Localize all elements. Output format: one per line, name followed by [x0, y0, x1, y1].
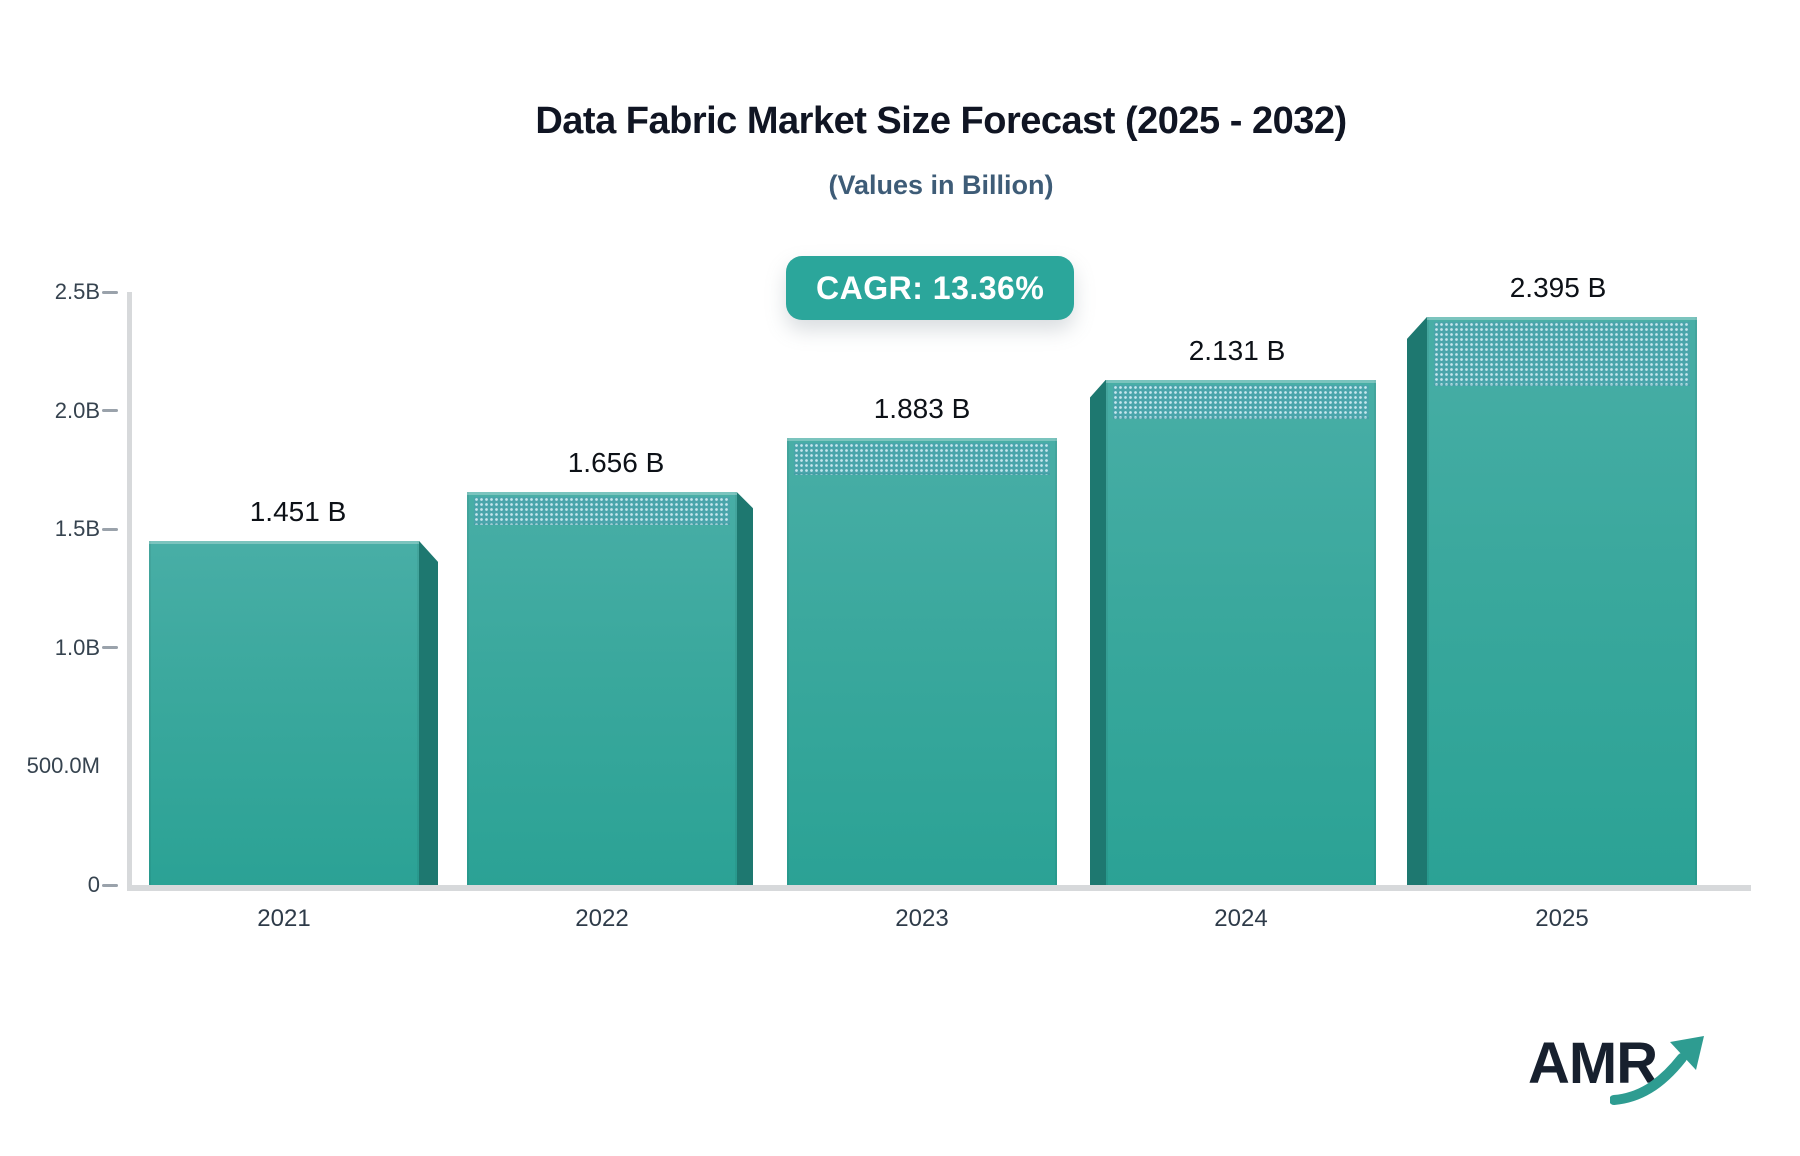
chart-subtitle: (Values in Billion) — [828, 170, 1054, 200]
bar-value-label: 2.131 B — [1188, 334, 1286, 366]
y-tick-dash — [102, 646, 118, 650]
bar-side-face — [419, 540, 438, 885]
bar-value-label: 1.656 B — [567, 447, 665, 479]
bar-2024 — [1106, 379, 1376, 885]
x-tick-label: 2022 — [575, 905, 629, 932]
x-tick-label: 2024 — [1214, 905, 1268, 932]
y-tick-label: 1.5B — [54, 516, 100, 542]
x-tick-label: 2025 — [1535, 905, 1589, 932]
bar-side-face — [737, 492, 753, 885]
y-tick-label: 1.0B — [54, 634, 100, 660]
y-tick-label: 2.5B — [54, 279, 100, 304]
bar-2021 — [149, 540, 419, 885]
y-tick-label: 500.0M — [26, 753, 100, 779]
bar-value-label: 2.395 B — [1509, 271, 1607, 303]
amr-logo: AMR — [1528, 1030, 1728, 1110]
bar-top-strip — [1434, 321, 1690, 386]
chart-title: Data Fabric Market Size Forecast (2025 -… — [535, 100, 1347, 142]
x-axis-line — [127, 885, 1751, 891]
x-tick-label: 2021 — [257, 905, 311, 932]
bar-2025 — [1427, 316, 1697, 885]
y-tick-dash — [102, 883, 118, 887]
bar-top-strip — [1113, 384, 1369, 419]
growth-arrow-icon — [1610, 1036, 1704, 1105]
bar-top-strip — [474, 497, 730, 526]
bar-side-face — [1090, 379, 1106, 885]
y-tick-label: 0 — [87, 872, 100, 897]
y-tick-label: 2.0B — [54, 397, 100, 423]
y-axis-line — [127, 292, 132, 886]
x-tick-label: 2023 — [895, 905, 949, 932]
y-tick-dash — [102, 290, 118, 294]
y-tick-dash — [102, 527, 118, 531]
cagr-badge: CAGR: 13.36% — [786, 256, 1075, 320]
amr-logo-text: AMR — [1528, 1031, 1658, 1096]
y-tick-dash — [102, 409, 118, 413]
bar-2022 — [467, 492, 737, 885]
bar-top-strip — [794, 443, 1050, 476]
bar-value-label: 1.451 B — [249, 495, 347, 527]
bar-side-face — [1407, 316, 1427, 885]
bar-2023 — [787, 438, 1057, 885]
bar-value-label: 1.883 B — [873, 393, 971, 425]
